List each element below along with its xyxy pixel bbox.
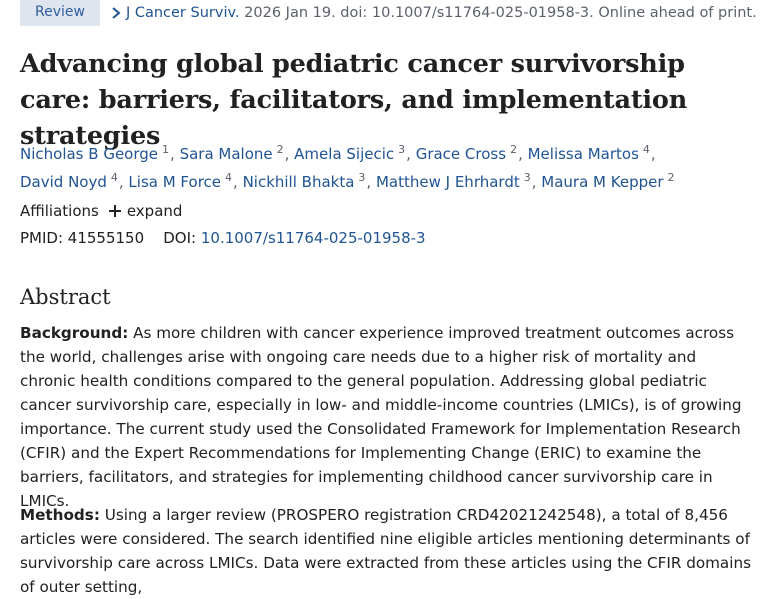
author-link[interactable]: Melissa Martos 4 [527, 143, 650, 163]
affiliation-marker[interactable]: 3 [523, 171, 531, 184]
author-link[interactable]: Lisa M Force 4 [128, 171, 233, 191]
background-label: Background: [20, 324, 129, 342]
identifiers: PMID: 41555150 DOI: 10.1007/s11764-025-0… [20, 227, 426, 249]
chevron-right-icon[interactable] [110, 6, 122, 20]
affiliation-marker[interactable]: 2 [276, 143, 284, 156]
methods-text: Using a larger review (PROSPERO registra… [20, 506, 751, 596]
affiliations-label: Affiliations [20, 202, 99, 220]
citation-details: 2026 Jan 19. doi: 10.1007/s11764-025-019… [239, 5, 757, 21]
affiliation-marker[interactable]: 4 [225, 171, 233, 184]
abstract-methods: Methods: Using a larger review (PROSPERO… [20, 503, 755, 599]
journal-link[interactable]: J Cancer Surviv. [125, 5, 240, 21]
authors-list: Nicholas B George 1, Sara Malone 2, Amela … [20, 143, 675, 191]
methods-label: Methods: [20, 506, 100, 524]
doi-label: DOI: [163, 229, 197, 247]
article-type-badge: Review [20, 0, 100, 26]
author-link[interactable]: Maura M Kepper 2 [541, 171, 675, 191]
doi-link[interactable]: 10.1007/s11764-025-01958-3 [200, 229, 426, 247]
author-link[interactable]: Nickhill Bhakta 3 [242, 171, 366, 191]
journal-citation: J Cancer Surviv. 2026 Jan 19. doi: 10.10… [110, 5, 757, 21]
abstract-heading: Abstract [20, 285, 111, 309]
affiliation-marker[interactable]: 2 [667, 171, 675, 184]
author-link[interactable]: David Noyd 4 [20, 171, 118, 191]
plus-icon [108, 205, 121, 217]
author-link[interactable]: Grace Cross 2 [415, 143, 518, 163]
pmid-label: PMID: [20, 229, 64, 247]
affiliation-marker[interactable]: 3 [398, 143, 406, 156]
author-link[interactable]: Sara Malone 2 [179, 143, 284, 163]
article-title: Advancing global pediatric cancer surviv… [20, 49, 688, 151]
pmid-value: 41555150 [67, 229, 145, 247]
affiliations-toggle[interactable]: Affiliations expand [20, 200, 182, 222]
author-link[interactable]: Amela Sijecic 3 [294, 143, 406, 163]
citation-bar: Review J Cancer Surviv. 2026 Jan 19. doi… [20, 0, 757, 26]
affiliation-marker[interactable]: 4 [642, 143, 650, 156]
author-link[interactable]: Matthew J Ehrhardt 3 [375, 171, 531, 191]
affiliation-marker[interactable]: 2 [510, 143, 518, 156]
affiliation-marker[interactable]: 1 [162, 143, 170, 156]
affiliation-marker[interactable]: 4 [110, 171, 118, 184]
affiliation-marker[interactable]: 3 [358, 171, 366, 184]
author-link[interactable]: Nicholas B George 1 [20, 143, 170, 163]
expand-label: expand [126, 202, 183, 220]
background-text: As more children with cancer experience … [20, 324, 742, 510]
abstract-background: Background: As more children with cancer… [20, 321, 755, 513]
